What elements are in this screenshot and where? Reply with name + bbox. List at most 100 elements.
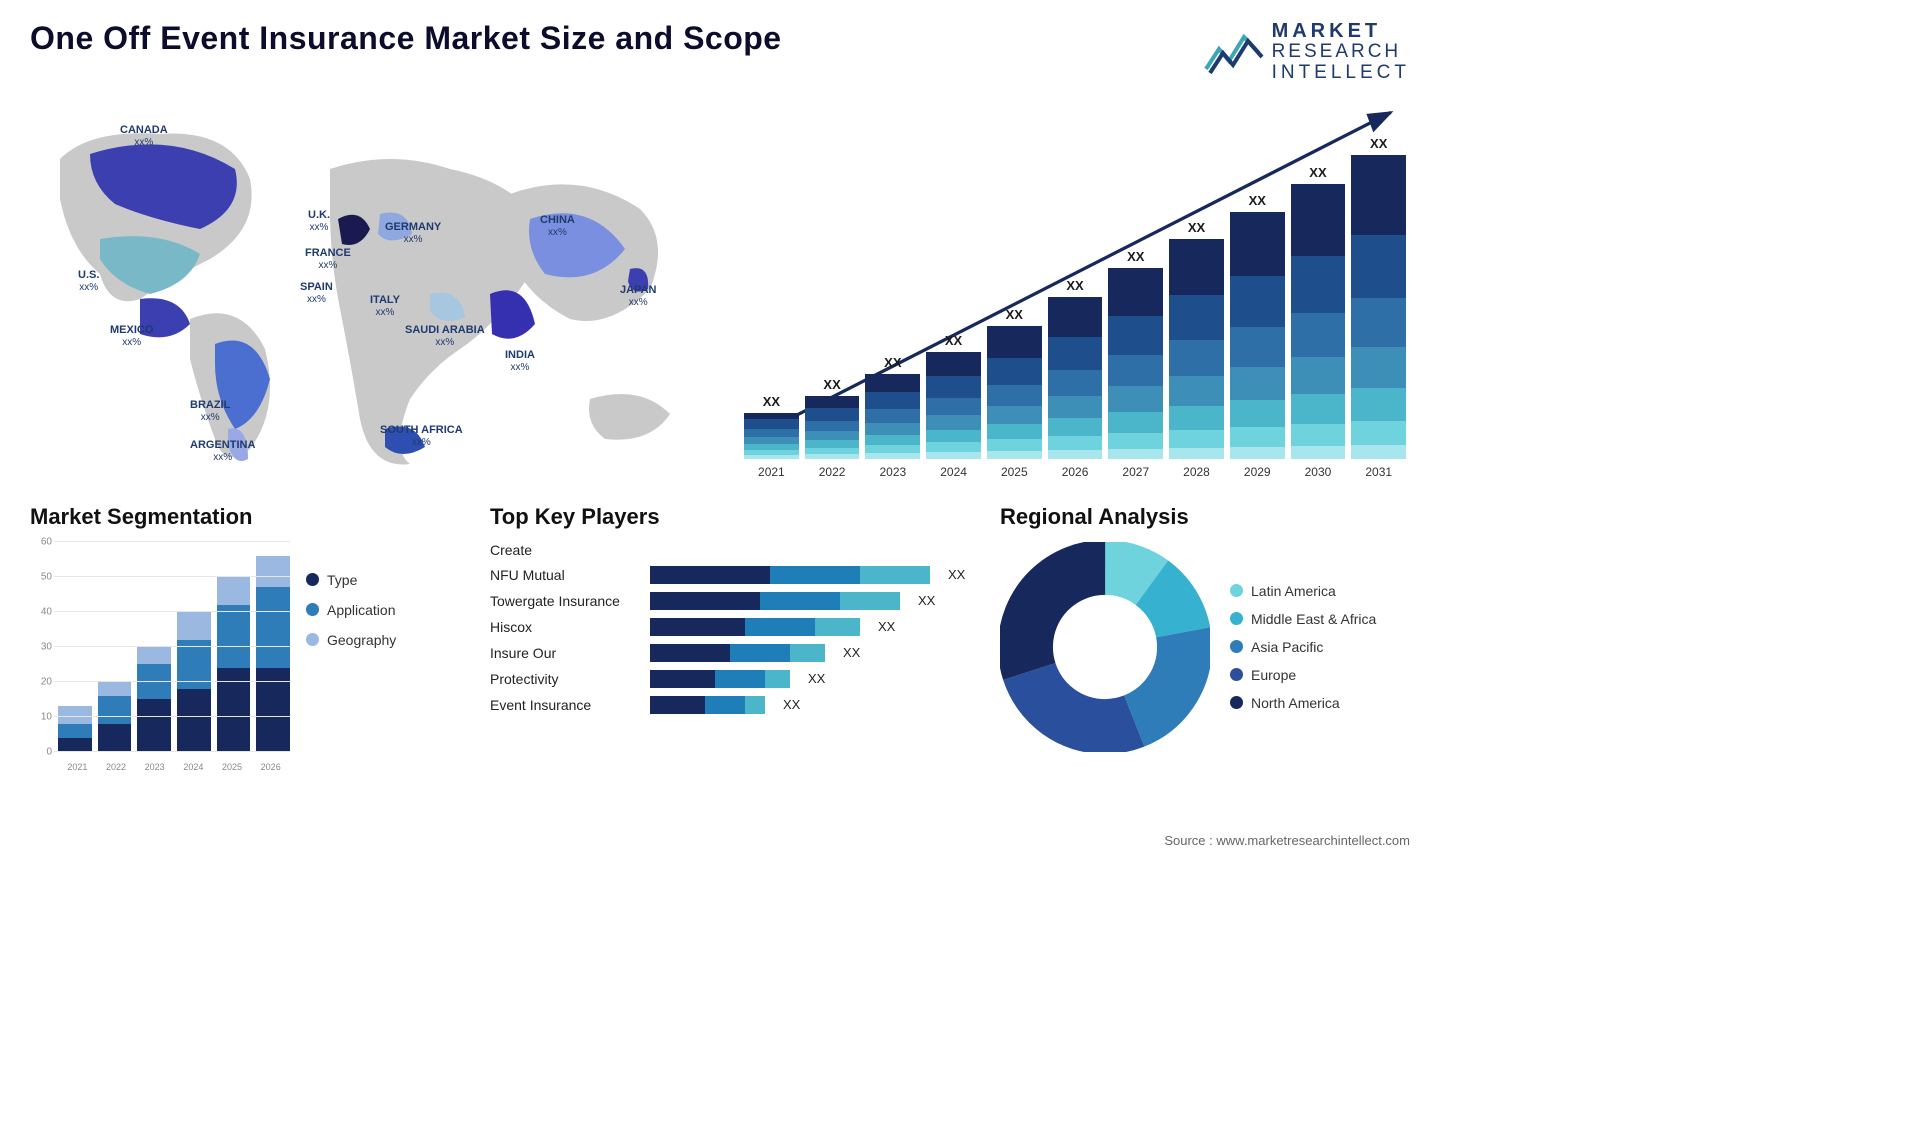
growth-bar-segment	[1169, 406, 1224, 430]
player-bar	[650, 566, 930, 584]
growth-bar-col: XX2030	[1291, 165, 1346, 479]
segmentation-title: Market Segmentation	[30, 504, 460, 530]
growth-bar-segment	[1108, 316, 1163, 355]
legend-label: Latin America	[1251, 583, 1336, 599]
seg-gridline	[54, 681, 290, 682]
player-bar-segment	[650, 670, 715, 688]
seg-gridline	[54, 716, 290, 717]
growth-bar-segment	[1291, 357, 1346, 394]
player-bar-segment	[650, 644, 730, 662]
segmentation-chart: 0102030405060 202120222023202420252026	[30, 542, 290, 772]
map-label: U.S.xx%	[78, 269, 99, 293]
player-bar-segment	[770, 566, 860, 584]
growth-bar-segment	[1230, 327, 1285, 367]
regional-panel: Regional Analysis Latin AmericaMiddle Ea…	[1000, 504, 1410, 772]
growth-bar-segment	[1108, 433, 1163, 449]
growth-bar-segment	[987, 439, 1042, 451]
seg-bar-col	[217, 577, 251, 752]
player-name: NFU Mutual	[490, 567, 640, 583]
players-panel: Top Key Players CreateNFU MutualXXTowerg…	[490, 504, 970, 772]
legend-label: Geography	[327, 632, 396, 648]
player-value: XX	[948, 567, 965, 582]
seg-bar-segment	[137, 664, 171, 699]
map-label: FRANCExx%	[305, 247, 351, 271]
legend-dot-icon	[1230, 612, 1243, 625]
seg-y-tick: 40	[41, 606, 52, 617]
logo-line3: INTELLECT	[1272, 63, 1410, 84]
player-name: Hiscox	[490, 619, 640, 635]
map-label: ITALYxx%	[370, 294, 400, 318]
growth-bar-segment	[744, 419, 799, 429]
player-bar-segment	[790, 644, 825, 662]
growth-bar-segment	[1351, 421, 1406, 445]
logo-line2: RESEARCH	[1272, 42, 1410, 63]
growth-bar-segment	[865, 392, 920, 409]
growth-bar-col: XX2024	[926, 333, 981, 479]
growth-x-label: 2025	[1001, 465, 1028, 479]
seg-bar-segment	[256, 556, 290, 588]
map-label: BRAZILxx%	[190, 399, 230, 423]
player-name: Event Insurance	[490, 697, 640, 713]
legend-item: Geography	[306, 632, 396, 648]
growth-bar-segment	[744, 437, 799, 444]
seg-x-label: 2021	[58, 762, 97, 772]
legend-dot-icon	[1230, 696, 1243, 709]
growth-bar-segment	[1048, 396, 1103, 418]
growth-bar-segment	[865, 435, 920, 445]
growth-bar	[1230, 212, 1285, 459]
legend-item: Middle East & Africa	[1230, 611, 1376, 627]
legend-label: Type	[327, 572, 357, 588]
legend-dot-icon	[306, 603, 319, 616]
growth-bar-segment	[744, 429, 799, 437]
growth-bar-value: XX	[1370, 136, 1387, 151]
player-value: XX	[878, 619, 895, 634]
map-label: CANADAxx%	[120, 124, 168, 148]
player-bar-segment	[840, 592, 900, 610]
growth-bar-segment	[865, 374, 920, 392]
growth-bar-segment	[805, 454, 860, 459]
map-label: SAUDI ARABIAxx%	[405, 324, 485, 348]
growth-bar	[1351, 155, 1406, 459]
player-row: Hiscox XX	[490, 618, 970, 636]
growth-bar-segment	[1108, 355, 1163, 386]
growth-bar-value: XX	[763, 394, 780, 409]
growth-bar-segment	[1108, 412, 1163, 433]
growth-bar-segment	[987, 451, 1042, 459]
legend-item: Type	[306, 572, 396, 588]
growth-bar-segment	[1230, 400, 1285, 427]
legend-label: Asia Pacific	[1251, 639, 1323, 655]
growth-bar-segment	[1291, 313, 1346, 357]
growth-bar-value: XX	[1066, 278, 1083, 293]
seg-gridline	[54, 646, 290, 647]
player-bar-segment	[650, 618, 745, 636]
seg-y-tick: 20	[41, 676, 52, 687]
growth-bar-value: XX	[1006, 307, 1023, 322]
seg-bar-segment	[98, 682, 132, 696]
growth-bar-segment	[1351, 155, 1406, 235]
seg-bar-col	[98, 682, 132, 752]
growth-bar	[987, 326, 1042, 459]
growth-bar-segment	[1048, 297, 1103, 337]
legend-dot-icon	[1230, 640, 1243, 653]
growth-bar-col: XX2029	[1230, 193, 1285, 479]
player-value: XX	[843, 645, 860, 660]
seg-bar-segment	[177, 689, 211, 752]
growth-bar-value: XX	[823, 377, 840, 392]
growth-bar	[1169, 239, 1224, 459]
regional-donut-chart	[1000, 542, 1210, 752]
growth-bar-segment	[987, 424, 1042, 439]
growth-bar-col: XX2027	[1108, 249, 1163, 479]
map-label: SPAINxx%	[300, 281, 333, 305]
growth-bar	[1291, 184, 1346, 459]
seg-y-tick: 30	[41, 641, 52, 652]
page-title: One Off Event Insurance Market Size and …	[30, 20, 782, 57]
seg-bar-col	[256, 556, 290, 752]
seg-bar-segment	[98, 696, 132, 724]
growth-bar-segment	[1169, 295, 1224, 340]
growth-bar-segment	[1291, 424, 1346, 446]
player-bar	[650, 644, 825, 662]
seg-gridline	[54, 611, 290, 612]
growth-bar-segment	[1230, 212, 1285, 276]
map-label: CHINAxx%	[540, 214, 575, 238]
legend-dot-icon	[1230, 584, 1243, 597]
